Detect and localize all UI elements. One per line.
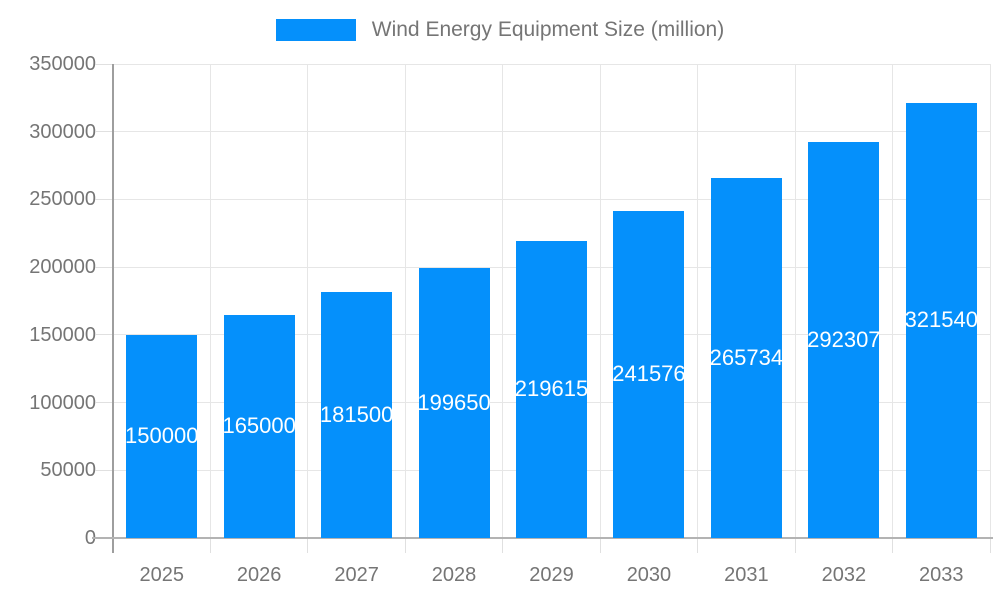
bar[interactable]: 241576 bbox=[613, 210, 685, 538]
x-tick-mark bbox=[307, 539, 309, 553]
bar[interactable]: 199650 bbox=[418, 267, 490, 538]
bar[interactable]: 321540 bbox=[905, 102, 977, 538]
x-axis-tick-label: 2025 bbox=[139, 564, 184, 586]
v-gridline bbox=[307, 64, 309, 538]
v-gridline bbox=[697, 64, 699, 538]
bar[interactable]: 219615 bbox=[516, 240, 587, 538]
y-axis-labels: 0 50000 100000 150000 200000 250000 300000 3500… bbox=[0, 53, 96, 549]
x-tick-mark bbox=[404, 539, 406, 553]
bar-value-label: 241576 bbox=[613, 361, 685, 387]
chart-title: Wind Energy Equipment Size (million) bbox=[371, 18, 725, 41]
bar-value-label: 165000 bbox=[223, 413, 295, 439]
h-gridline bbox=[113, 131, 990, 133]
v-gridline bbox=[599, 64, 601, 538]
bar-value-label: 181500 bbox=[321, 402, 393, 428]
v-gridline bbox=[404, 64, 406, 538]
x-tick-mark bbox=[989, 539, 991, 553]
x-axis-tick-label: 2026 bbox=[236, 564, 282, 586]
y-axis-tick-label: 200000 bbox=[29, 256, 96, 279]
bar[interactable]: 265734 bbox=[710, 178, 782, 538]
y-axis-tick-label: 250000 bbox=[29, 188, 96, 211]
v-gridline bbox=[989, 64, 991, 538]
x-axis-tick-label: 2032 bbox=[821, 564, 867, 586]
x-tick-mark bbox=[502, 539, 504, 553]
y-axis-tick-label: 350000 bbox=[29, 53, 96, 75]
bar-value-label: 292307 bbox=[808, 327, 880, 353]
plot-area: 150000 165000 181500 199650 219615 241576 2657… bbox=[92, 63, 993, 553]
bar[interactable]: 292307 bbox=[808, 142, 880, 538]
v-gridline bbox=[794, 64, 796, 538]
x-axis-tick-label: 2033 bbox=[919, 564, 964, 586]
x-axis-tick-label: 2030 bbox=[626, 564, 672, 586]
y-axis-tick-label: 150000 bbox=[29, 323, 96, 346]
legend-swatch bbox=[275, 19, 356, 41]
x-tick-mark bbox=[209, 539, 211, 553]
h-gridline bbox=[113, 198, 990, 200]
bar-value-label: 219615 bbox=[516, 376, 587, 402]
v-gridline bbox=[892, 64, 894, 538]
bar-value-label: 321540 bbox=[905, 307, 977, 333]
x-axis-tick-label: 2027 bbox=[334, 564, 379, 586]
x-axis-labels: 2025 2026 2027 2028 2029 2030 2031 2032 2033 bbox=[113, 562, 990, 588]
v-gridline bbox=[209, 64, 211, 538]
y-tick-mark bbox=[95, 198, 113, 200]
bar-value-label: 199650 bbox=[418, 389, 490, 415]
y-tick-mark bbox=[95, 131, 113, 133]
chart-legend: Wind Energy Equipment Size (million) bbox=[0, 18, 1000, 42]
y-tick-mark bbox=[95, 63, 113, 65]
y-axis-tick-label: 50000 bbox=[40, 459, 96, 482]
v-gridline bbox=[502, 64, 504, 538]
y-axis-tick-label: 0 bbox=[84, 527, 96, 549]
x-tick-mark bbox=[697, 539, 699, 553]
x-axis-tick-label: 2031 bbox=[724, 564, 769, 586]
y-tick-mark bbox=[95, 334, 113, 336]
y-tick-mark bbox=[95, 469, 113, 471]
x-tick-mark bbox=[599, 539, 601, 553]
x-tick-mark bbox=[892, 539, 894, 553]
bar[interactable]: 165000 bbox=[223, 314, 295, 538]
bar[interactable]: 181500 bbox=[321, 292, 393, 538]
y-axis-tick-label: 100000 bbox=[29, 391, 96, 414]
y-axis-line bbox=[112, 64, 114, 553]
x-axis-tick-label: 2029 bbox=[529, 564, 574, 586]
x-tick-mark bbox=[794, 539, 796, 553]
h-gridline bbox=[113, 63, 990, 65]
x-axis-tick-label: 2028 bbox=[431, 564, 477, 586]
y-axis-tick-label: 300000 bbox=[29, 120, 96, 143]
bar-value-label: 150000 bbox=[126, 423, 198, 449]
x-axis-line bbox=[92, 537, 993, 539]
bar[interactable]: 150000 bbox=[126, 334, 198, 538]
y-tick-mark bbox=[95, 402, 113, 404]
bar-value-label: 265734 bbox=[710, 345, 782, 371]
y-tick-mark bbox=[95, 266, 113, 268]
